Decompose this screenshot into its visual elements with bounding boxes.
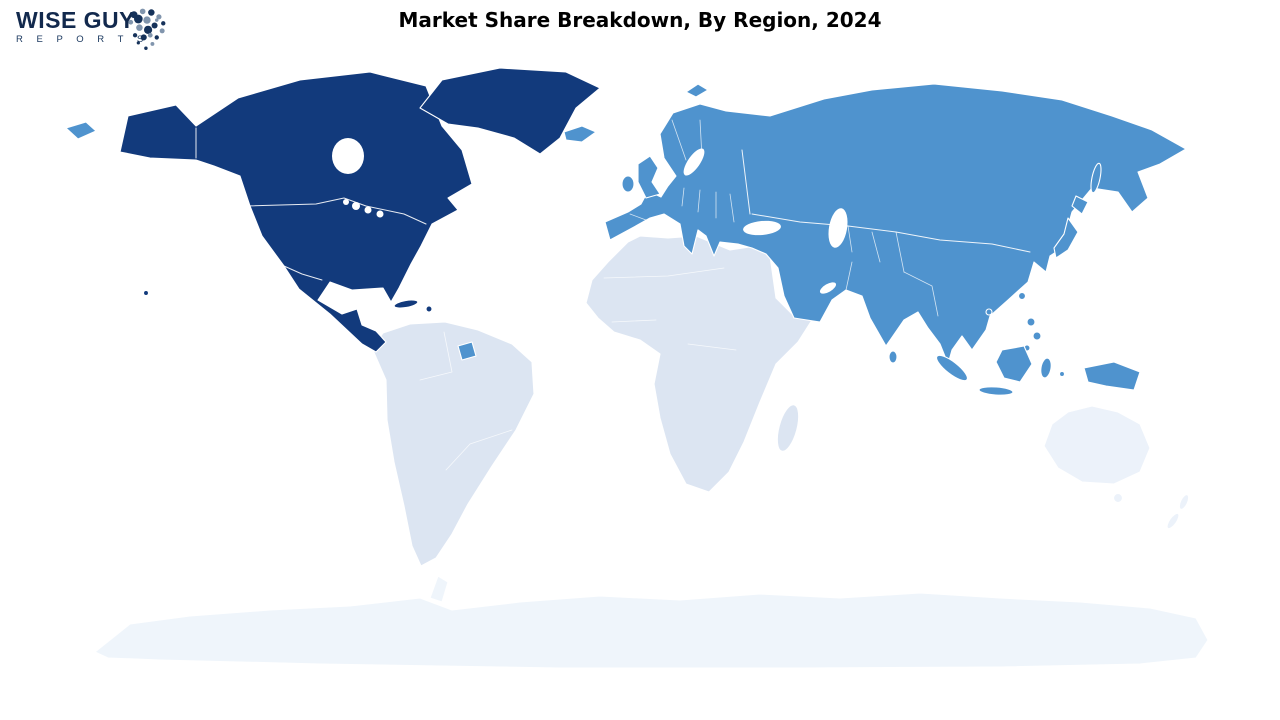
baltic-sea-shape [683, 148, 705, 176]
australia-region [1043, 405, 1190, 530]
tasmania-shape [1112, 492, 1124, 504]
sakhalin-shape [1090, 162, 1102, 194]
russia-europe-border [741, 149, 751, 215]
persian-gulf-shape [819, 282, 837, 294]
hainan-shape [985, 308, 993, 316]
new-guinea-shape [1083, 361, 1141, 391]
java-shape [978, 386, 1014, 396]
country-borders [195, 119, 1031, 471]
ireland-shape [621, 175, 635, 193]
greenland-shape [419, 67, 601, 155]
eurasia-shape [604, 83, 1187, 365]
hawaii-shape [142, 289, 150, 297]
borneo-shape [995, 345, 1033, 383]
south-asia-borders [903, 271, 939, 317]
sri-lanka-shape [888, 350, 898, 364]
great-lake-shape [376, 210, 384, 218]
logo-head-dots-icon [128, 8, 166, 50]
hokkaido-shape [1071, 195, 1089, 215]
chukotka-west-shape [65, 121, 97, 140]
sumatra-shape [936, 354, 968, 382]
hispaniola-shape [425, 305, 433, 313]
great-lake-shape [364, 206, 372, 214]
antarctica-shape [94, 592, 1209, 669]
new-zealand-north-shape [1178, 494, 1190, 510]
svalbard-shape [685, 83, 709, 98]
logo-subtext: R E P O R T S [16, 34, 149, 46]
great-lake-shape [343, 199, 349, 205]
usa-canada-border [245, 197, 427, 225]
north-america-region [119, 67, 601, 353]
black-sea-shape [743, 220, 781, 236]
honshu-shape [1053, 217, 1079, 259]
south-america-shape [371, 321, 535, 567]
new-zealand-south-shape [1166, 512, 1180, 530]
philippines-visayas-shape [1032, 331, 1042, 341]
caspian-sea-shape [828, 208, 848, 248]
sulawesi-shape [1040, 357, 1052, 379]
hudson-bay-shape [332, 138, 364, 174]
taiwan-shape [1017, 291, 1027, 301]
europe-asia-region [65, 83, 1187, 396]
iceland-shape [563, 125, 597, 143]
stan-borders [845, 225, 905, 291]
madagascar-shape [776, 404, 800, 452]
chart-title: Market Share Breakdown, By Region, 2024 [398, 8, 882, 32]
europe-borders [629, 119, 735, 223]
maluku-shape [1058, 370, 1066, 378]
cuba-shape [393, 299, 419, 309]
south-america-africa-region [371, 235, 813, 567]
french-guiana-shape [457, 341, 477, 361]
philippines-luzon-shape [1026, 317, 1036, 327]
wise-guy-reports-logo: WISE GUY R E P O R T S [16, 8, 196, 64]
north-america-shape [119, 71, 473, 353]
inland-seas [332, 138, 848, 294]
antarctica-region [94, 575, 1209, 669]
africa-borders [603, 267, 737, 351]
logo-wordmark: WISE GUY [16, 7, 136, 33]
great-britain-shape [637, 155, 661, 199]
antarctic-peninsula-shape [429, 575, 449, 603]
usa-mexico-border [283, 265, 323, 281]
south-america-borders [419, 331, 513, 471]
great-lake-shape [352, 202, 360, 210]
australia-shape [1043, 405, 1151, 485]
africa-shape [585, 235, 813, 493]
